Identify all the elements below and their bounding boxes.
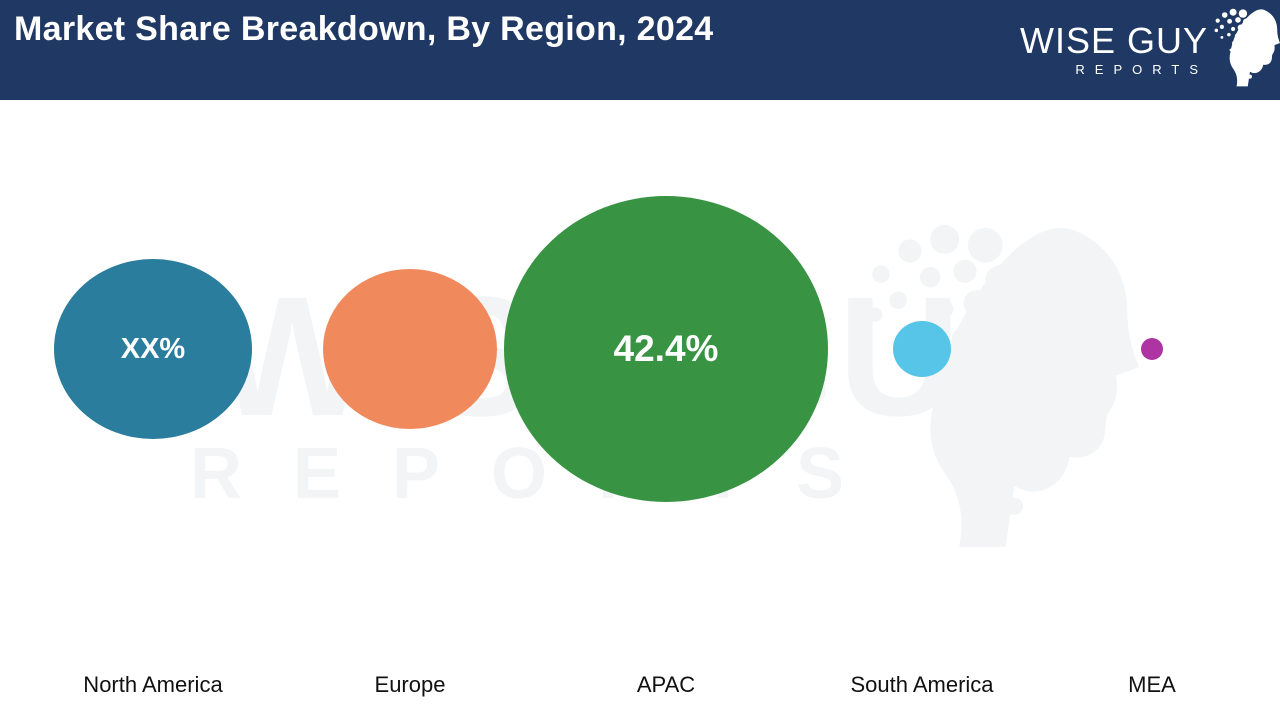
logo-wordmark: WISE GUY: [1019, 20, 1208, 61]
wiseguy-logo: WISE GUY REPORTS: [1020, 0, 1280, 100]
header-bar: Market Share Breakdown, By Region, 2024 …: [0, 0, 1280, 100]
bubble-europe: [323, 269, 497, 429]
bubble-value-label: XX%: [120, 332, 186, 365]
category-label-europe: Europe: [374, 672, 446, 697]
logo-subtitle: REPORTS: [1075, 62, 1208, 77]
bubble-value-label: 42.4%: [613, 328, 719, 369]
logo-face-icon: [1214, 8, 1280, 87]
chart-title: Market Share Breakdown, By Region, 2024: [14, 10, 714, 48]
category-label-south-america: South America: [850, 672, 994, 697]
category-label-mea: MEA: [1128, 672, 1176, 697]
bubble-mea: [1141, 338, 1163, 360]
bubble-south-america: [893, 321, 951, 377]
bubble-apac: 42.4%: [504, 196, 828, 502]
bubble-north-america: XX%: [54, 259, 252, 439]
category-label-north-america: North America: [83, 672, 223, 697]
category-label-apac: APAC: [636, 672, 696, 697]
